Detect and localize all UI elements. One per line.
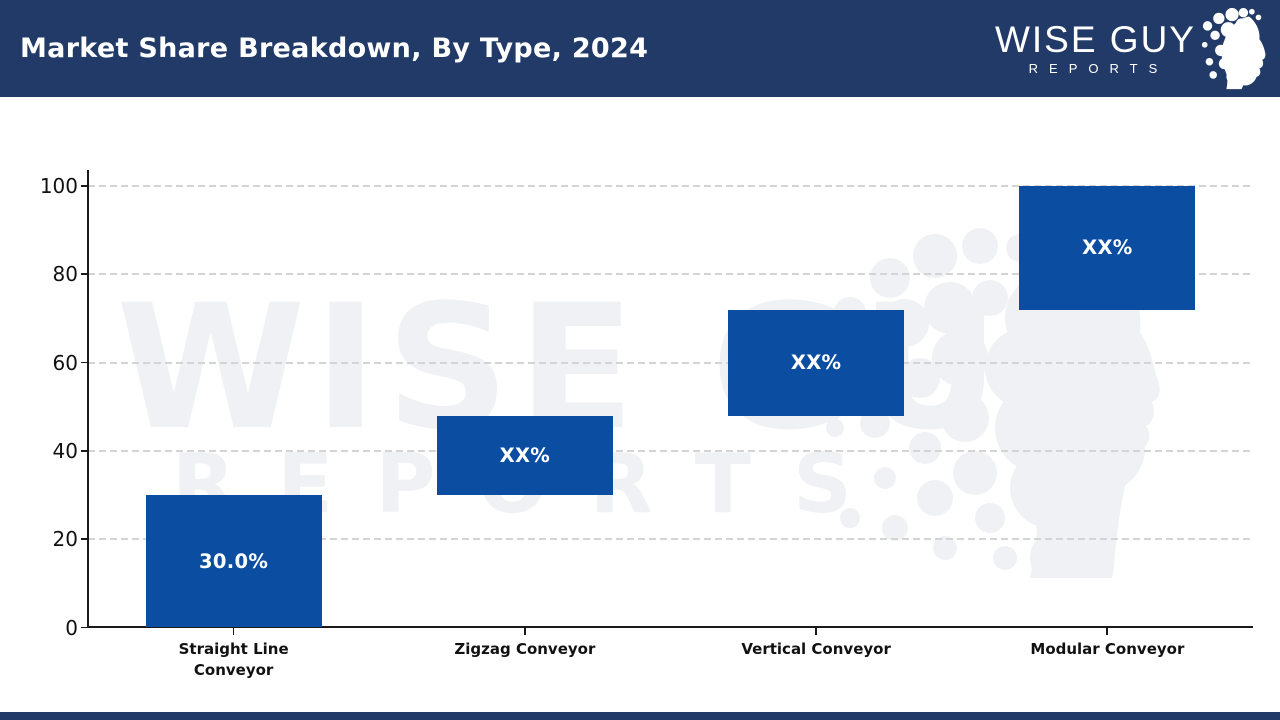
y-tick-label-100: 100 xyxy=(39,174,78,198)
footer-bar xyxy=(0,712,1280,720)
x-tick-mark xyxy=(1106,628,1109,635)
logo-head-dots-icon xyxy=(1201,7,1266,89)
logo-wordmark: WISE GUY xyxy=(994,19,1196,60)
x-category-label: Straight Line Conveyor xyxy=(178,640,289,679)
x-tick-mark xyxy=(232,628,235,635)
logo-text: WISE GUY REPORTS xyxy=(995,21,1196,76)
y-tick-label-80: 80 xyxy=(52,262,78,287)
bar-value-label: 30.0% xyxy=(199,549,269,573)
x-tick-mark xyxy=(815,628,817,635)
logo-reports-text: REPORTS xyxy=(1028,61,1169,76)
gridline-60 xyxy=(88,361,1253,364)
page-title: Market Share Breakdown, By Type, 2024 xyxy=(20,33,649,64)
wise-guy-reports-logo: WISE GUY REPORTS xyxy=(995,7,1280,90)
watermark-letter: T xyxy=(694,437,751,532)
x-category-label: Vertical Conveyor xyxy=(741,640,891,658)
watermark-letter: P xyxy=(375,437,436,532)
x-tick-mark xyxy=(523,628,526,635)
bar-value-label: XX% xyxy=(1082,236,1133,260)
y-tick-mark xyxy=(81,273,87,276)
bar-value-label: XX% xyxy=(499,443,551,467)
y-tick-mark xyxy=(81,538,87,540)
y-axis-line xyxy=(87,170,89,628)
y-tick-label-20: 20 xyxy=(52,527,78,552)
bar-zigzag-conveyor: XX% xyxy=(436,415,613,496)
y-tick-label-40: 40 xyxy=(52,438,78,463)
header-bar: Market Share Breakdown, By Type, 2024 WI… xyxy=(0,0,1280,97)
y-tick-label-0: 0 xyxy=(65,615,78,640)
y-tick-mark xyxy=(81,449,87,452)
y-tick-mark xyxy=(81,626,87,629)
bar-straight-line-conveyor: 30.0% xyxy=(145,495,322,628)
gridline-40 xyxy=(88,449,1253,452)
y-tick-label-60: 60 xyxy=(52,350,78,375)
x-category-label: Zigzag Conveyor xyxy=(454,640,596,658)
gridline-100 xyxy=(88,185,1253,187)
y-tick-mark xyxy=(81,185,87,187)
x-category-label: Modular Conveyor xyxy=(1030,640,1185,658)
bar-modular-conveyor: XX% xyxy=(1019,186,1196,310)
y-tick-mark xyxy=(81,361,87,364)
watermark-head-dots-graphic xyxy=(810,227,1160,578)
bar-vertical-conveyor: XX% xyxy=(728,309,905,416)
gridline-20 xyxy=(88,538,1253,541)
x-axis-line xyxy=(87,626,1253,629)
bar-value-label: XX% xyxy=(790,351,842,375)
gridline-80 xyxy=(88,273,1253,276)
